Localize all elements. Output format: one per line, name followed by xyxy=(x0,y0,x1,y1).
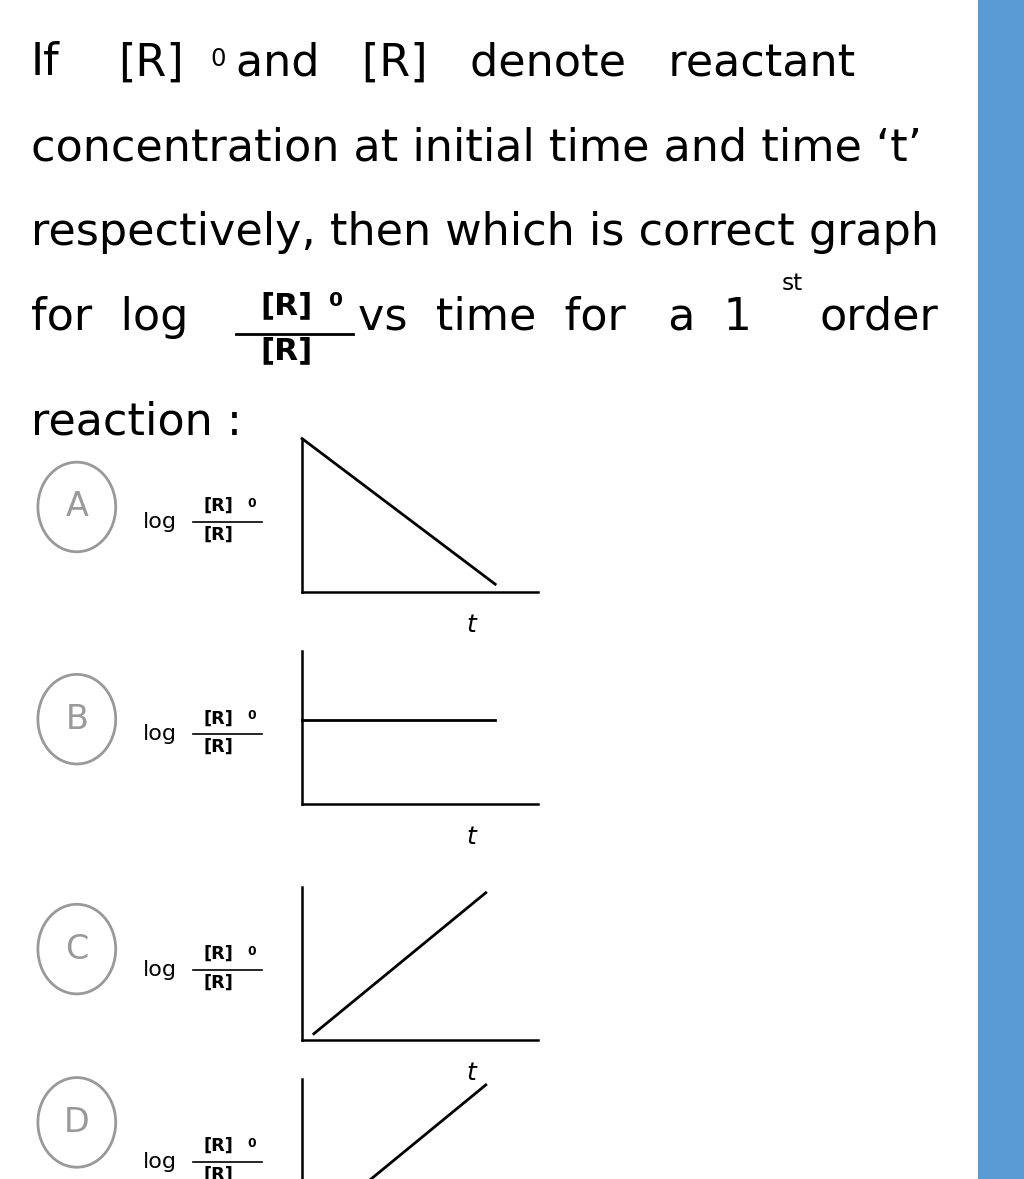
Text: C: C xyxy=(66,933,88,966)
Text: B: B xyxy=(66,703,88,736)
Text: log: log xyxy=(143,724,177,744)
Text: t: t xyxy=(467,1061,476,1085)
Text: [R]: [R] xyxy=(203,946,233,963)
Text: 0: 0 xyxy=(210,47,225,71)
Text: log: log xyxy=(143,512,177,532)
Text: t: t xyxy=(467,613,476,637)
Text: t: t xyxy=(467,825,476,849)
Text: D: D xyxy=(63,1106,90,1139)
Text: 0: 0 xyxy=(329,291,343,310)
Text: [R]: [R] xyxy=(260,291,313,321)
Text: st: st xyxy=(781,272,803,296)
Text: 0: 0 xyxy=(248,1138,256,1151)
Text: [R]: [R] xyxy=(260,336,313,365)
Text: concentration at initial time and time ‘t’: concentration at initial time and time ‘… xyxy=(31,126,922,169)
Text: log: log xyxy=(143,1152,177,1172)
Text: [R]: [R] xyxy=(203,974,233,992)
Text: 0: 0 xyxy=(248,498,256,511)
Text: [R]: [R] xyxy=(203,738,233,756)
Text: [R]: [R] xyxy=(118,41,183,84)
Text: [R]: [R] xyxy=(203,710,233,727)
Text: reaction :: reaction : xyxy=(31,401,242,443)
Text: [R]: [R] xyxy=(203,526,233,544)
Text: respectively, then which is correct graph: respectively, then which is correct grap… xyxy=(31,211,939,253)
Text: 0: 0 xyxy=(248,946,256,959)
Text: 0: 0 xyxy=(248,710,256,723)
Text: order: order xyxy=(819,296,938,338)
Text: and   [R]   denote   reactant: and [R] denote reactant xyxy=(236,41,855,84)
Text: [R]: [R] xyxy=(203,1138,233,1155)
Text: If: If xyxy=(31,41,59,84)
Text: for  log: for log xyxy=(31,296,188,338)
Text: log: log xyxy=(143,960,177,980)
Bar xyxy=(978,0,1024,1179)
Text: vs  time  for   a  1: vs time for a 1 xyxy=(358,296,753,338)
Text: [R]: [R] xyxy=(203,498,233,515)
Text: A: A xyxy=(66,490,88,523)
Text: [R]: [R] xyxy=(203,1166,233,1179)
